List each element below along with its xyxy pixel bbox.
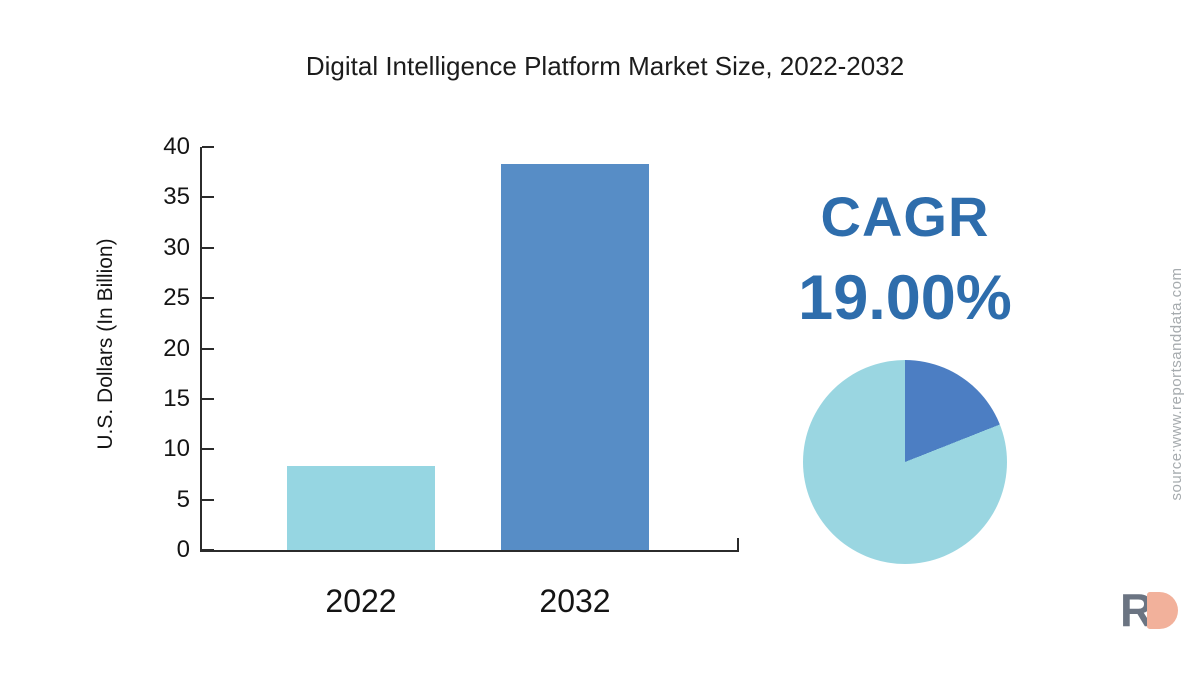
y-tick-mark bbox=[202, 448, 214, 451]
cagr-value: 19.00% bbox=[798, 263, 1012, 333]
bar-2022 bbox=[287, 466, 435, 550]
y-tick-label: 0 bbox=[176, 536, 190, 563]
y-tick-label: 40 bbox=[163, 133, 190, 160]
x-tick-label: 2032 bbox=[539, 583, 611, 619]
y-tick-label: 5 bbox=[176, 485, 190, 513]
y-tick-mark bbox=[202, 549, 214, 551]
y-tick-label: 30 bbox=[163, 233, 190, 261]
y-tick-mark bbox=[202, 347, 214, 350]
y-tick-mark bbox=[202, 397, 214, 400]
cagr-label: CAGR bbox=[820, 185, 990, 248]
pie-chart bbox=[803, 360, 1007, 564]
y-tick-mark bbox=[202, 297, 214, 300]
y-tick-mark bbox=[202, 196, 214, 199]
y-tick-mark bbox=[202, 146, 214, 148]
y-tick-label: 20 bbox=[163, 334, 190, 362]
bar-chart-plot-area: 0 5 10 15 20 25 30 35 40 2022 2032 bbox=[163, 134, 739, 619]
brand-logo: R bbox=[1120, 587, 1179, 633]
y-tick-label: 35 bbox=[163, 183, 190, 211]
y-tick-mark bbox=[202, 498, 214, 501]
logo-d-icon bbox=[1147, 591, 1179, 629]
bar-2032 bbox=[501, 164, 649, 550]
source-watermark: source:www.reportsanddata.com bbox=[1168, 267, 1185, 501]
y-tick-mark bbox=[202, 246, 214, 249]
y-tick-label: 10 bbox=[163, 435, 190, 463]
x-axis-end-tick bbox=[737, 538, 739, 550]
y-tick-label: 25 bbox=[163, 284, 190, 312]
y-axis-title: U.S. Dollars (In Billion) bbox=[94, 238, 117, 450]
chart-title: Digital Intelligence Platform Market Siz… bbox=[305, 51, 905, 81]
y-tick-label: 15 bbox=[163, 384, 190, 412]
x-tick-label: 2022 bbox=[325, 583, 397, 619]
